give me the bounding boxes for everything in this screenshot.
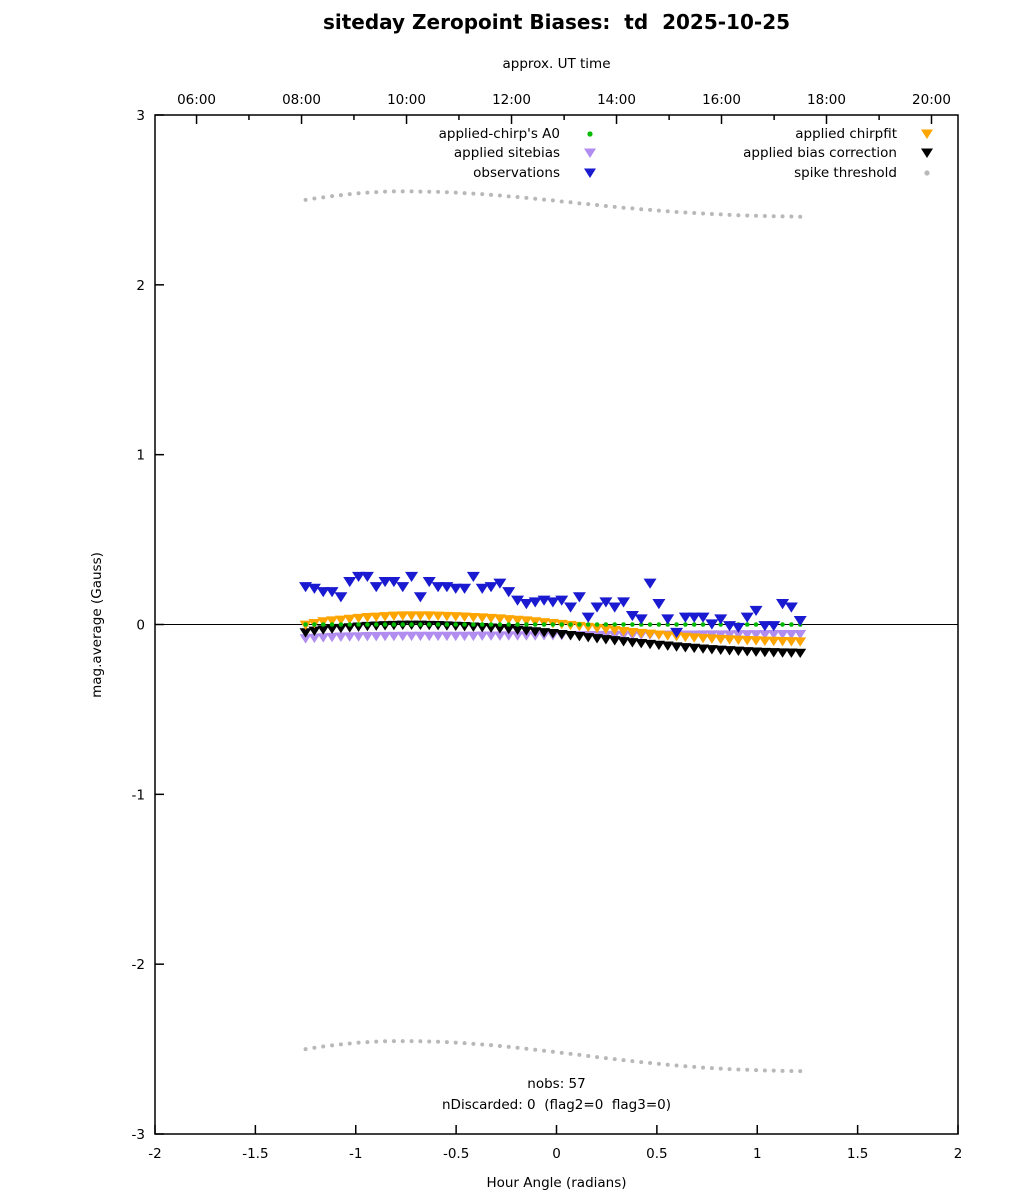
gray-dot-marker-icon [919, 166, 935, 180]
legend-label: spike threshold [794, 164, 897, 181]
svg-text:-1: -1 [132, 787, 145, 803]
svg-text:-1.5: -1.5 [242, 1146, 268, 1162]
ndiscarded-annotation: nDiscarded: 0 (flag2=0 flag3=0) [442, 1097, 671, 1113]
legend-label: observations [473, 164, 560, 181]
legend-label: applied bias correction [743, 145, 897, 162]
svg-text:0.5: 0.5 [646, 1146, 667, 1162]
legend-right-column: applied chirpfit applied bias correction… [560, 124, 935, 183]
svg-text:16:00: 16:00 [702, 92, 741, 108]
top-axis-label: approx. UT time [502, 56, 611, 72]
legend-item-applied-sitebias: applied sitebias [155, 144, 598, 164]
svg-text:10:00: 10:00 [387, 92, 426, 108]
svg-text:2: 2 [136, 278, 145, 294]
green-dot-marker-icon [582, 127, 598, 141]
svg-text:1: 1 [753, 1146, 762, 1162]
svg-text:14:00: 14:00 [597, 92, 636, 108]
legend-item-applied-chirps-a0: applied-chirp's A0 [155, 124, 598, 144]
svg-text:18:00: 18:00 [807, 92, 846, 108]
blue-triangle-marker-icon [582, 166, 598, 180]
black-triangle-marker-icon [919, 146, 935, 160]
svg-text:3: 3 [136, 108, 145, 124]
chart-title: siteday Zeropoint Biases: td 2025-10-25 [322, 10, 791, 34]
svg-text:2: 2 [954, 1146, 963, 1162]
legend-item-spike-threshold: spike threshold [560, 163, 935, 183]
svg-text:12:00: 12:00 [492, 92, 531, 108]
legend-item-applied-chirpfit: applied chirpfit [560, 124, 935, 144]
legend-label: applied chirpfit [795, 125, 897, 142]
legend-item-applied-bias-correction: applied bias correction [560, 144, 935, 164]
nobs-annotation: nobs: 57 [527, 1076, 586, 1092]
svg-text:1: 1 [136, 448, 145, 464]
legend-label: applied-chirp's A0 [438, 125, 560, 142]
legend-label: applied sitebias [453, 145, 560, 162]
svg-text:-3: -3 [132, 1127, 145, 1143]
y-axis-label: mag.average (Gauss) [89, 552, 105, 698]
series-observations [299, 571, 807, 639]
orange-triangle-marker-icon [919, 127, 935, 141]
purple-triangle-marker-icon [582, 146, 598, 160]
series-applied-chirpfit [299, 611, 807, 647]
svg-text:08:00: 08:00 [282, 92, 321, 108]
series-spike-threshold-upper- [303, 189, 803, 219]
svg-text:20:00: 20:00 [912, 92, 951, 108]
legend-left-column: applied-chirp's A0 applied sitebias obse… [155, 124, 598, 183]
svg-text:-2: -2 [148, 1146, 161, 1162]
svg-text:1.5: 1.5 [847, 1146, 868, 1162]
svg-text:0: 0 [552, 1146, 561, 1162]
series-spike-threshold-lower- [303, 1039, 803, 1074]
svg-text:-2: -2 [132, 957, 145, 973]
x-axis-label: Hour Angle (radians) [486, 1175, 627, 1191]
svg-text:0: 0 [136, 618, 145, 634]
legend-item-observations: observations [155, 163, 598, 183]
svg-text:-1: -1 [349, 1146, 362, 1162]
svg-text:-0.5: -0.5 [443, 1146, 469, 1162]
svg-text:06:00: 06:00 [177, 92, 216, 108]
